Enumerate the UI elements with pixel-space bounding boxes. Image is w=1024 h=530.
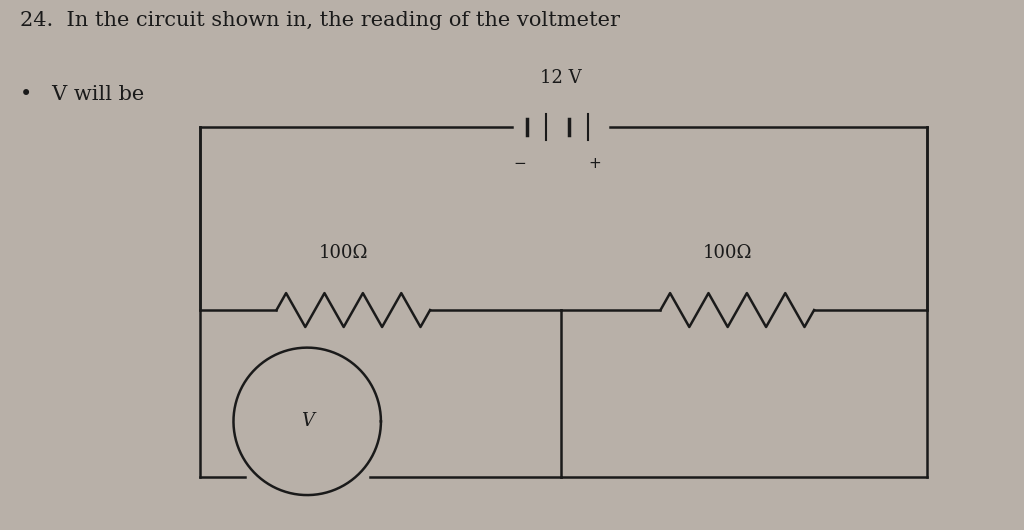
Text: 12 V: 12 V [541, 69, 582, 87]
Text: −: − [514, 156, 526, 171]
Text: V: V [301, 412, 313, 430]
Text: •   V will be: • V will be [20, 85, 144, 104]
Text: 24.  In the circuit shown in, the reading of the voltmeter: 24. In the circuit shown in, the reading… [20, 11, 621, 30]
Text: +: + [589, 156, 601, 171]
Text: 100Ω: 100Ω [702, 244, 752, 262]
Text: 100Ω: 100Ω [318, 244, 368, 262]
